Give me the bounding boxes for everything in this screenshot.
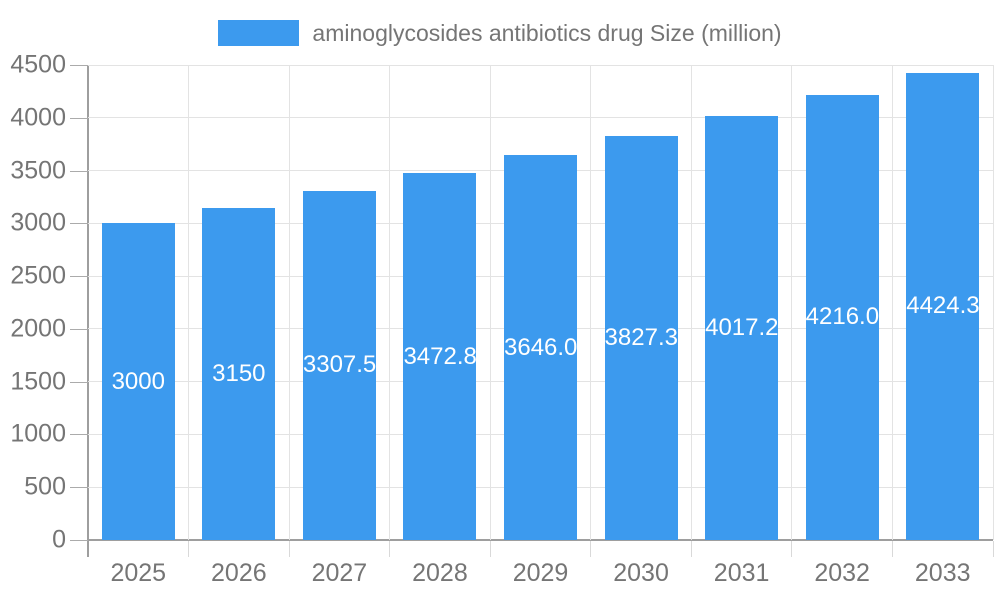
bar-value-label: 3827.31	[604, 324, 678, 351]
bar-2029[interactable]: 3646.01	[504, 155, 577, 540]
y-axis-tick	[70, 117, 88, 119]
y-axis-label: 3000	[10, 208, 66, 237]
bar-value-label: 3472.87	[403, 342, 477, 370]
v-gridline	[891, 65, 893, 540]
v-gridline	[288, 65, 290, 540]
x-axis-tick	[992, 541, 994, 557]
v-gridline	[389, 65, 391, 540]
bar-2028[interactable]: 3472.87	[403, 173, 477, 540]
x-axis-line	[88, 539, 993, 541]
y-axis-label: 1500	[10, 367, 66, 396]
x-axis-tick	[188, 541, 190, 557]
h-gridline	[88, 64, 993, 66]
y-axis-labels: 0 500 1000 1500 2000 2500 3000 3500 4000 4500	[0, 51, 66, 554]
y-axis-line	[87, 65, 89, 542]
y-axis-label: 2500	[10, 261, 66, 290]
bar-2031[interactable]: 4017.23	[705, 115, 779, 540]
y-axis-label: 500	[24, 472, 66, 501]
y-axis-label: 0	[52, 525, 66, 554]
y-axis-tick	[70, 65, 88, 66]
bar-value-label: 4216.09	[805, 303, 879, 331]
x-axis-label: 2030	[613, 559, 669, 587]
x-axis-label: 2029	[512, 559, 569, 587]
v-gridline	[489, 65, 491, 540]
legend-label: aminoglycosides antibiotics drug Size (m…	[312, 20, 782, 46]
bar-2027[interactable]: 3307.5	[302, 190, 376, 540]
x-axis-label: 2027	[311, 559, 368, 587]
v-gridline	[590, 65, 592, 540]
y-axis-label: 4500	[10, 50, 66, 79]
y-axis-tick	[70, 223, 88, 225]
v-gridline	[791, 65, 793, 540]
bar-2025[interactable]: 3000	[101, 223, 175, 540]
x-axis-tick	[590, 541, 592, 557]
x-axis-label: 2025	[110, 559, 167, 587]
y-axis-tick	[70, 328, 88, 330]
bar-2033[interactable]: 4424.39	[906, 72, 980, 540]
v-gridline	[992, 65, 994, 540]
y-axis-tick	[70, 434, 88, 436]
x-axis-label: 2028	[412, 559, 468, 587]
bar-value-label: 4424.39	[906, 292, 980, 320]
h-gridline	[88, 117, 993, 119]
legend[interactable]: aminoglycosides antibiotics drug Size (m…	[0, 19, 1000, 47]
bar-2026[interactable]: 3150	[202, 207, 276, 540]
bar-2030[interactable]: 3827.31	[604, 136, 678, 540]
x-axis-tick	[690, 541, 692, 557]
x-axis-tick	[87, 541, 89, 557]
y-axis-tick	[70, 170, 88, 172]
x-axis-label: 2033	[914, 559, 971, 587]
y-axis-label: 3500	[10, 156, 66, 185]
bar-2032[interactable]: 4216.09	[805, 94, 879, 540]
bar-value-label: 3646.01	[504, 333, 577, 361]
y-axis-tick	[70, 276, 88, 278]
bar-value-label: 4017.23	[705, 313, 779, 341]
bar-value-label: 3000	[111, 367, 165, 395]
x-axis-tick	[389, 541, 391, 557]
bar-value-label: 3307.5	[302, 351, 376, 379]
x-axis-tick	[489, 541, 491, 557]
x-axis-tick	[791, 541, 793, 557]
x-axis-tick	[891, 541, 893, 557]
x-axis-tick	[288, 541, 290, 557]
x-axis-label: 2032	[814, 559, 870, 587]
bar-value-label: 3150	[212, 359, 266, 387]
y-axis-label: 2000	[10, 314, 66, 343]
legend-swatch	[218, 20, 300, 46]
x-axis-label: 2026	[211, 559, 267, 587]
y-axis-tick	[70, 381, 88, 383]
y-axis-tick	[70, 540, 88, 541]
y-axis-label: 4000	[10, 103, 66, 132]
v-gridline	[188, 65, 190, 540]
x-axis-label: 2031	[713, 559, 770, 587]
y-axis-label: 1000	[10, 419, 66, 448]
y-axis-tick	[70, 487, 88, 489]
plot-area: 3000 3150 3307.5 3472.87 3646.01 3827.31 4017.…	[88, 64, 994, 540]
v-gridline	[690, 65, 692, 540]
